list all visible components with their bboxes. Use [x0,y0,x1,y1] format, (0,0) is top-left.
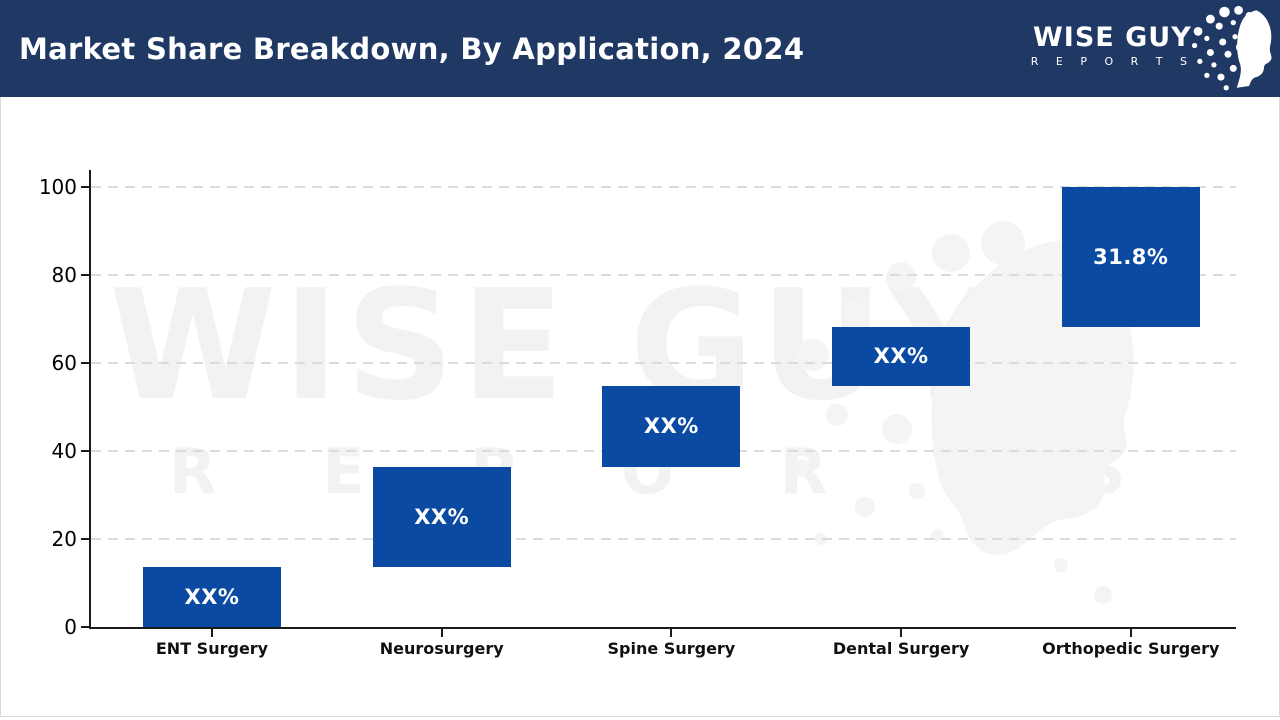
chart-panel: WISE GUY R E P O R T S 0 20 40 60 80 100 XX% EN… [0,97,1280,717]
bar-value-label: 31.8% [1093,244,1169,269]
y-tick-label: 100 [38,175,77,199]
bar: 31.8% [1061,187,1200,327]
bar: XX% [143,567,281,627]
bar: XX% [832,326,971,386]
logo-text: WISE GUY R E P O R T S [1031,22,1194,68]
y-tick-mark [81,538,89,540]
y-tick-label: 20 [51,527,77,551]
y-tick-mark [81,450,89,452]
x-category-label: Spine Surgery [607,639,736,658]
x-tick-mark [440,629,443,637]
gridline [91,362,1236,364]
y-tick-label: 60 [51,351,77,375]
y-tick-label: 80 [51,263,77,287]
logo-head-icon [1191,5,1272,91]
gridline [91,274,1236,276]
x-category-label: Dental Surgery [832,639,970,658]
y-tick-mark [81,186,89,188]
y-axis-line [89,170,91,629]
bar: XX% [602,385,741,467]
x-category-label: ENT Surgery [155,639,269,658]
bar-value-label: XX% [873,344,929,369]
y-tick-label: 0 [64,615,77,639]
y-tick-mark [81,362,89,364]
x-tick-mark [211,629,213,637]
bar-value-label: XX% [643,414,699,439]
gridline [91,186,1236,188]
logo-wordmark: WISE GUY [1033,22,1192,53]
y-tick-mark [81,626,89,628]
y-tick-label: 40 [51,439,77,463]
x-category-label: Neurosurgery [379,639,504,658]
x-tick-mark [900,629,903,637]
bar: XX% [372,466,511,568]
x-axis-line [89,627,1236,629]
x-tick-mark [1129,629,1132,637]
gridline [91,538,1236,540]
y-tick-mark [81,274,89,276]
wise-guy-logo: WISE GUY R E P O R T S [1022,0,1272,97]
bar-value-label: XX% [184,585,240,610]
title-bar: Market Share Breakdown, By Application, … [0,0,1280,97]
bar-value-label: XX% [414,504,470,529]
page-title: Market Share Breakdown, By Application, … [19,31,805,66]
logo-subtext: R E P O R T S [1030,55,1194,68]
x-category-label: Orthopedic Surgery [1042,639,1220,658]
x-tick-mark [670,629,673,637]
